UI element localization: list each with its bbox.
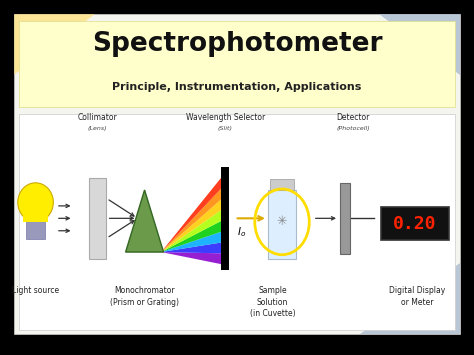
Polygon shape [161, 176, 223, 252]
Polygon shape [379, 14, 460, 75]
Polygon shape [161, 231, 223, 252]
Text: Wavelength Selector: Wavelength Selector [185, 114, 265, 122]
Text: Sample
Solution
(in Cuvette): Sample Solution (in Cuvette) [250, 286, 295, 318]
FancyBboxPatch shape [14, 14, 460, 334]
Polygon shape [161, 198, 223, 252]
Polygon shape [161, 187, 223, 252]
FancyBboxPatch shape [19, 114, 455, 330]
FancyBboxPatch shape [340, 183, 350, 254]
Polygon shape [161, 242, 223, 253]
Text: Spectrophotometer: Spectrophotometer [92, 31, 382, 58]
FancyBboxPatch shape [270, 179, 294, 190]
Text: (Slit): (Slit) [218, 126, 233, 131]
Polygon shape [161, 220, 223, 252]
Polygon shape [360, 263, 460, 334]
Polygon shape [161, 252, 223, 264]
Text: ✳: ✳ [277, 215, 287, 228]
Text: Detector: Detector [337, 114, 370, 122]
Polygon shape [14, 14, 95, 75]
FancyBboxPatch shape [23, 202, 48, 222]
Polygon shape [161, 209, 223, 252]
FancyBboxPatch shape [89, 178, 106, 259]
Text: (Photocell): (Photocell) [336, 126, 370, 131]
Text: Principle, Instrumentation, Applications: Principle, Instrumentation, Applications [112, 82, 362, 92]
Text: Collimator: Collimator [77, 114, 117, 122]
FancyBboxPatch shape [268, 190, 296, 259]
Text: Light source: Light source [12, 286, 59, 295]
Polygon shape [126, 190, 164, 252]
FancyBboxPatch shape [26, 219, 45, 239]
FancyBboxPatch shape [221, 167, 229, 270]
Ellipse shape [18, 183, 53, 222]
FancyBboxPatch shape [19, 21, 455, 106]
Text: Digital Display
or Meter: Digital Display or Meter [389, 286, 445, 307]
Text: Monochromator
(Prism or Grating): Monochromator (Prism or Grating) [110, 286, 179, 307]
Text: 0.20: 0.20 [393, 215, 437, 233]
Text: (Lens): (Lens) [87, 126, 107, 131]
FancyBboxPatch shape [381, 207, 449, 240]
Text: $I_o$: $I_o$ [237, 226, 246, 239]
